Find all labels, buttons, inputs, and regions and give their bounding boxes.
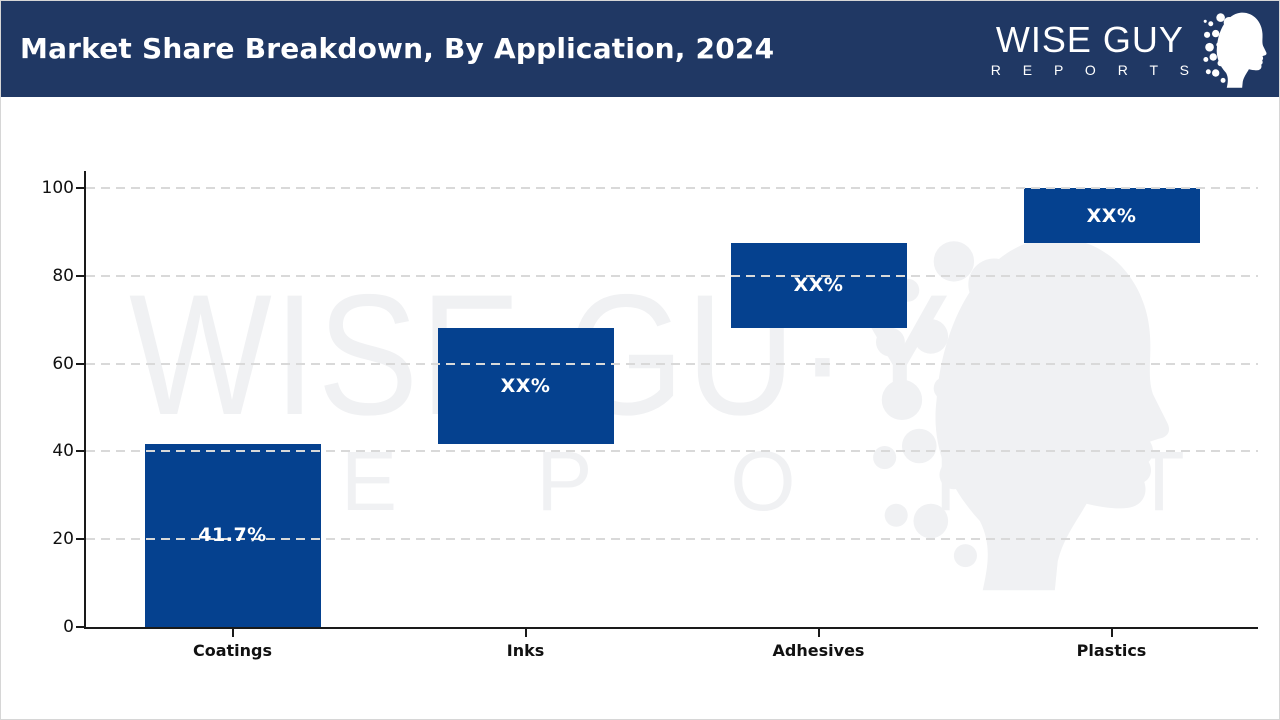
y-tick-0 [76, 626, 84, 628]
bar-inks [437, 327, 614, 444]
x-axis-line [84, 627, 1258, 629]
x-tick-inks [524, 629, 527, 637]
category-label-plastics: Plastics [1076, 641, 1147, 660]
gridline-100 [86, 187, 1258, 189]
y-tick-label-0: 0 [63, 617, 74, 637]
y-tick-label-100: 100 [41, 178, 74, 198]
y-tick-label-40: 40 [52, 441, 74, 462]
y-tick-100 [76, 187, 84, 189]
y-tick-20 [76, 538, 84, 541]
brand-subname: R E P O R T S [990, 61, 1198, 78]
y-tick-80 [76, 274, 84, 277]
bar-plastics [1023, 188, 1200, 244]
y-tick-label-20: 20 [52, 529, 74, 550]
gridline-20 [86, 538, 1258, 541]
value-label-coatings: 41.7% [198, 524, 267, 547]
y-tick-label-80: 80 [52, 265, 74, 286]
x-tick-adhesives [817, 629, 820, 637]
brand-logo: WISE GUY R E P O R T S [982, 6, 1270, 92]
x-tick-coatings [231, 629, 234, 637]
x-tick-plastics [1110, 629, 1113, 637]
category-label-inks: Inks [506, 641, 545, 660]
header-bar: Market Share Breakdown, By Application, … [1, 1, 1279, 97]
y-axis-line [84, 171, 86, 629]
bar-coatings [144, 443, 321, 627]
gridline-60 [86, 362, 1258, 365]
gridline-40 [86, 450, 1258, 453]
value-label-inks: XX% [500, 374, 551, 397]
value-label-adhesives: XX% [793, 274, 844, 297]
category-label-adhesives: Adhesives [772, 641, 865, 660]
gridline-80 [86, 274, 1258, 277]
y-tick-label-60: 60 [52, 353, 74, 374]
value-label-plastics: XX% [1086, 204, 1137, 227]
brand-name: WISE GUY [995, 18, 1184, 60]
y-tick-60 [76, 362, 84, 365]
bar-adhesives [730, 243, 907, 328]
y-tick-40 [76, 450, 84, 453]
page-title: Market Share Breakdown, By Application, … [20, 32, 775, 65]
category-label-coatings: Coatings [192, 641, 273, 660]
